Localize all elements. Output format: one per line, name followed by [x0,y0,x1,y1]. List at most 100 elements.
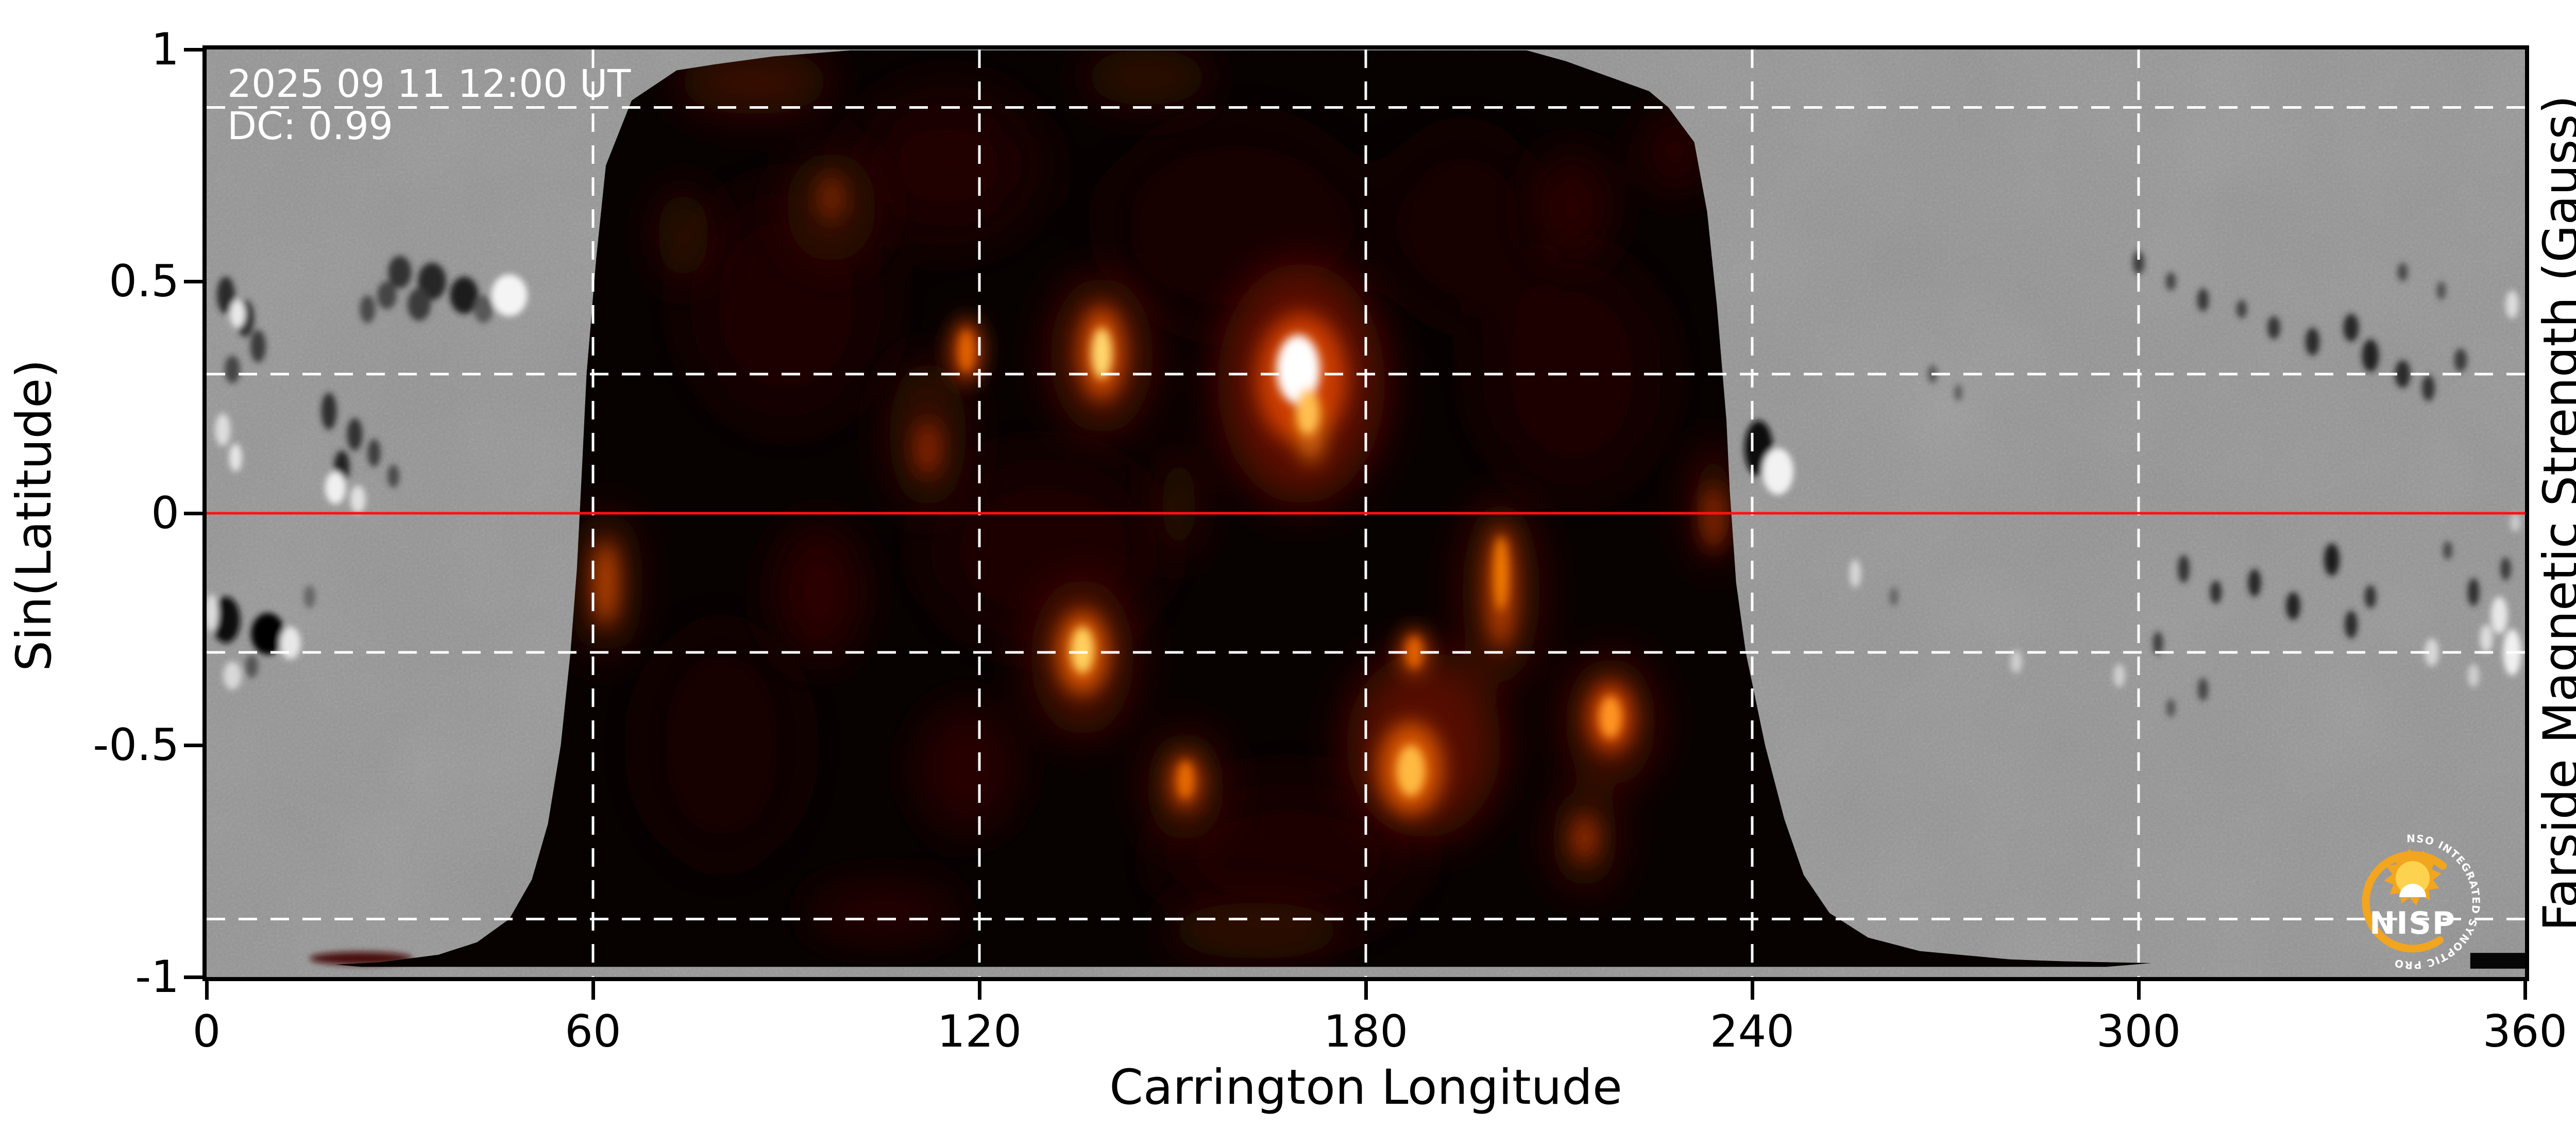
farside-mottle [1482,258,1662,490]
frontside-speckle [1849,560,1861,587]
farside-mottle [1385,133,1540,318]
frontside-speckle [2166,699,2176,717]
farside-halo [657,189,709,281]
frontside-speckle [377,281,397,309]
frontside-speckle [245,654,258,678]
farside-halo [773,523,863,662]
frontside-speckle [2345,611,2358,638]
frontside-speckle [2165,272,2176,291]
frontside-speckle [215,413,231,446]
farside-halo [805,884,960,940]
frontside-speckle [223,662,242,689]
frontside-speckle [2324,543,2340,576]
plot-area: 2025 09 11 12:00 UT DC: 0.99 NISP NSO IN… [202,45,2529,981]
frontside-speckle [2490,597,2508,634]
x-tick [1750,981,1754,1000]
annotation-datetime: 2025 09 11 12:00 UT [227,62,631,106]
frontside-speckle [2454,348,2467,372]
frontside-speckle [225,356,240,383]
frontside-speckle [212,597,240,643]
frontside-speckle [388,256,412,289]
y-tick-label: -0.5 [93,719,179,771]
y-tick-label: -1 [135,951,179,1003]
farside-core [959,330,974,372]
farside-core [1494,536,1509,611]
farside-core [1178,761,1193,799]
sun-dome-icon [2399,884,2426,897]
y-tick [184,975,202,979]
farside-core [1599,696,1622,738]
frontside-speckle [1889,587,1899,606]
x-tick-label: 360 [2482,1006,2568,1057]
y-tick-label: 0 [151,487,179,539]
frontside-speckle [2467,664,2480,687]
frontside-speckle [2364,585,2377,609]
x-tick-label: 240 [1709,1006,1795,1057]
frontside-speckle [217,277,235,314]
x-tick [977,981,981,1000]
frontside-speckle [387,464,399,488]
x-tick-label: 0 [192,1006,221,1057]
farside-glow [1572,815,1598,861]
frontside-speckle [360,295,376,323]
farside-mottling [645,91,1662,931]
frontside-speckle [2113,664,2125,687]
bottom-data-strips [2470,953,2525,969]
x-tick [1364,981,1368,1000]
farside-halo [676,50,832,114]
frontside-speckle [2480,625,2493,652]
frontside-speckle [250,330,266,363]
magnetic-map: 2025 09 11 12:00 UT DC: 0.99 NISP NSO IN… [207,49,2525,977]
frontside-speckle [2010,650,2022,674]
x-tick-label: 120 [937,1006,1022,1057]
farside-core [1406,636,1422,669]
frontside-speckle [2210,580,2222,604]
map-annotation: 2025 09 11 12:00 UT DC: 0.99 [227,62,631,148]
logo-acronym: NISP [2369,905,2456,941]
frontside-speckle [325,472,346,504]
frontside-speckle [2132,251,2145,275]
frontside-speckle [2443,541,2452,560]
y-tick [184,743,202,747]
gridlines [207,49,2525,977]
y-tick [184,279,202,283]
frontside-speckle [2153,631,2163,655]
farside-core [1296,388,1319,434]
x-tick [591,981,595,1000]
annotation-duty-cycle: DC: 0.99 [227,104,393,148]
x-tick [2523,981,2527,1000]
farside-glow [818,175,844,221]
frontside-speckle [2500,557,2511,581]
farside-halo [915,703,1018,833]
frontside-speckle [2510,513,2521,532]
frontside-speckle [2397,263,2408,281]
farside-glow [594,541,618,625]
frontside-speckle [2286,592,2300,620]
bottom-strip-segment [2470,953,2525,969]
frontside-speckle [450,277,479,314]
x-axis-label: Carrington Longitude [1109,1059,1622,1116]
frontside-speckle [2395,360,2411,388]
frontside-speckle [2267,316,2280,340]
farside-mottle [1160,782,1417,931]
frontside-speckle [2305,328,2320,356]
frontside-speckle [321,393,337,430]
y-tick [184,511,202,515]
frontside-speckle [230,300,245,328]
frontside-speckle [2362,339,2379,372]
frontside-speckle [2198,678,2208,701]
frontside-speckle [2425,638,2439,666]
x-tick [2137,981,2141,1000]
frontside-speckle [2236,300,2247,318]
farside-glow [915,420,941,476]
y-tick-label: 0.5 [109,256,179,307]
sun-inner-disc-icon [2396,861,2430,895]
frontside-speckle [473,295,494,323]
farside-mottle [645,629,799,861]
frontside-speckle [1954,384,1962,401]
frontside-active-regions [207,251,2521,717]
x-tick-label: 180 [1323,1006,1409,1057]
farside-halo [1160,448,1198,560]
frontside-speckle [367,439,381,467]
